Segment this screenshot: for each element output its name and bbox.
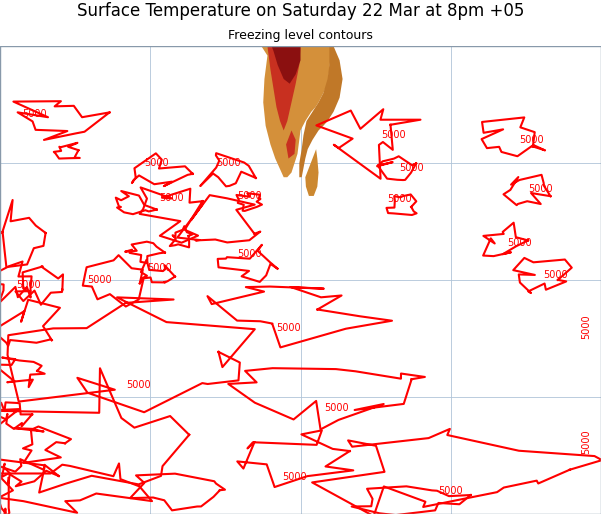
Text: 5000: 5000 [581, 429, 591, 454]
Text: 5000: 5000 [544, 270, 568, 281]
Polygon shape [305, 149, 319, 196]
Text: 5000: 5000 [529, 184, 553, 194]
Text: 5000: 5000 [276, 323, 300, 333]
Text: 5000: 5000 [581, 315, 591, 339]
Text: 5000: 5000 [126, 380, 150, 390]
Text: 5000: 5000 [382, 130, 406, 140]
Polygon shape [286, 131, 296, 158]
Polygon shape [261, 46, 331, 177]
Text: 5000: 5000 [87, 275, 111, 285]
Text: 5000: 5000 [325, 403, 349, 413]
Text: 5000: 5000 [159, 193, 183, 203]
Text: 5000: 5000 [237, 191, 261, 201]
Polygon shape [272, 46, 300, 84]
Text: 5000: 5000 [216, 158, 240, 168]
Polygon shape [299, 46, 343, 177]
Text: 5000: 5000 [508, 237, 532, 248]
Text: 5000: 5000 [520, 135, 544, 145]
Text: 5000: 5000 [400, 163, 424, 173]
Text: 5000: 5000 [144, 158, 168, 168]
Text: Surface Temperature on Saturday 22 Mar at 8pm +05: Surface Temperature on Saturday 22 Mar a… [77, 2, 524, 20]
Text: 5000: 5000 [147, 264, 171, 273]
Text: 5000: 5000 [439, 486, 463, 495]
Text: Freezing level contours: Freezing level contours [228, 29, 373, 42]
Text: 5000: 5000 [282, 471, 307, 482]
Text: 5000: 5000 [23, 109, 47, 119]
Text: 5000: 5000 [237, 249, 261, 260]
Text: 5000: 5000 [16, 280, 40, 290]
Text: 5000: 5000 [388, 194, 412, 204]
Polygon shape [267, 46, 300, 131]
